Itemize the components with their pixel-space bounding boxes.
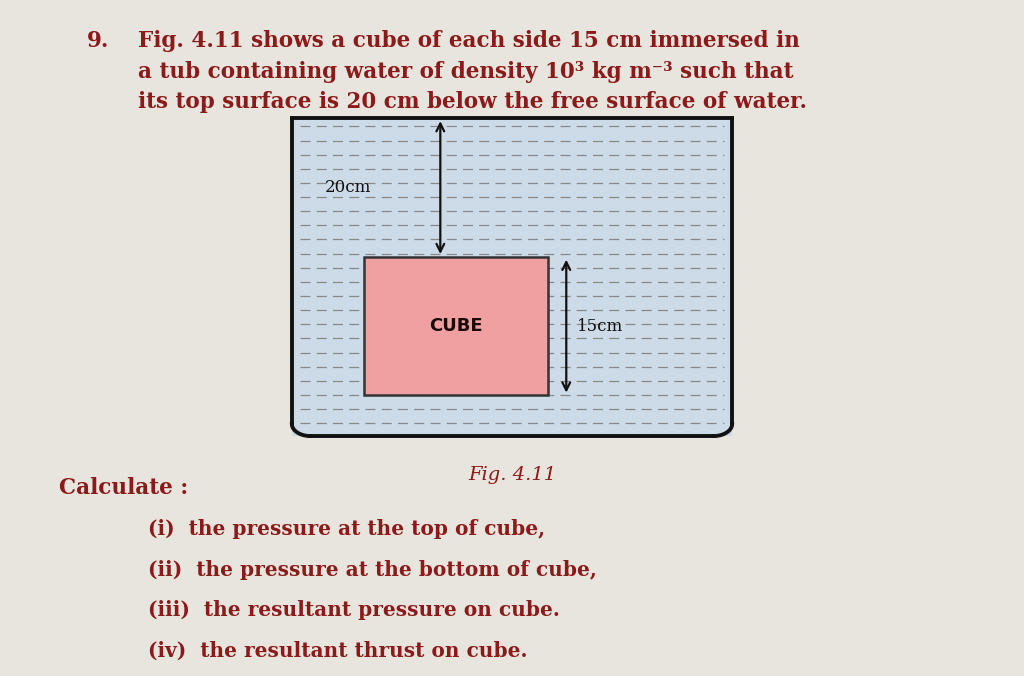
Text: Calculate :: Calculate : — [59, 477, 188, 499]
Text: Fig. 4.11: Fig. 4.11 — [468, 466, 556, 485]
Text: CUBE: CUBE — [429, 317, 482, 335]
Text: its top surface is 20 cm below the free surface of water.: its top surface is 20 cm below the free … — [138, 91, 807, 114]
Bar — [364, 257, 548, 395]
Text: Fig. 4.11 shows a cube of each side 15 cm immersed in: Fig. 4.11 shows a cube of each side 15 c… — [138, 30, 800, 53]
Text: 15cm: 15cm — [577, 318, 623, 335]
Text: 9.: 9. — [87, 30, 110, 53]
Text: 20cm: 20cm — [325, 179, 371, 196]
Bar — [292, 118, 732, 436]
Text: (i)  the pressure at the top of cube,: (i) the pressure at the top of cube, — [148, 519, 546, 539]
Text: (iii)  the resultant pressure on cube.: (iii) the resultant pressure on cube. — [148, 600, 560, 621]
Text: (ii)  the pressure at the bottom of cube,: (ii) the pressure at the bottom of cube, — [148, 560, 597, 580]
Text: a tub containing water of density 10³ kg m⁻³ such that: a tub containing water of density 10³ kg… — [138, 61, 794, 83]
Text: (iv)  the resultant thrust on cube.: (iv) the resultant thrust on cube. — [148, 641, 528, 661]
